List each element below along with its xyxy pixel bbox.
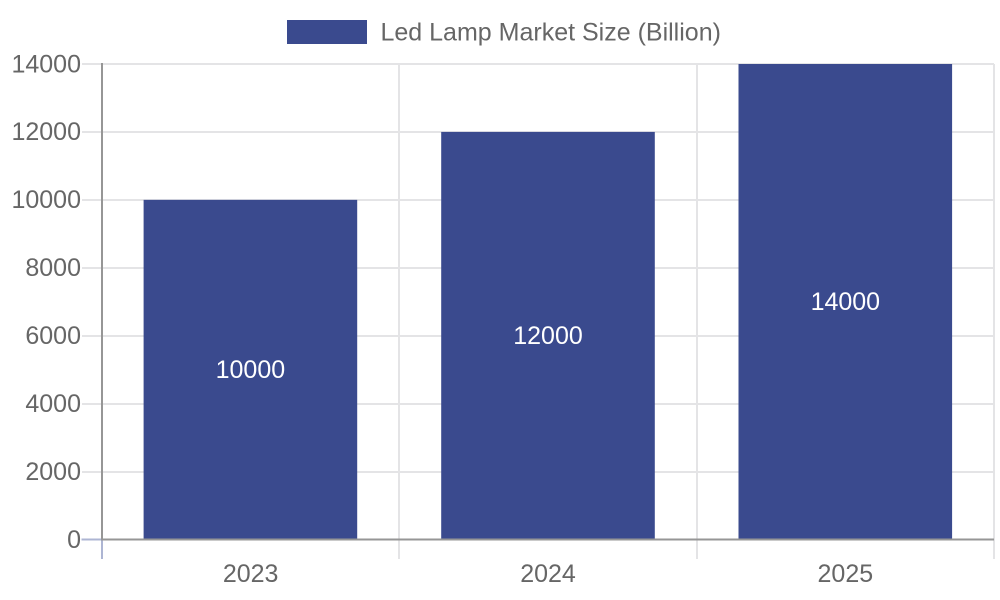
svg-text:8000: 8000 — [25, 254, 81, 282]
svg-text:12000: 12000 — [513, 322, 583, 350]
svg-text:14000: 14000 — [11, 50, 81, 78]
svg-text:2025: 2025 — [818, 560, 874, 588]
svg-text:4000: 4000 — [25, 390, 81, 418]
svg-text:10000: 10000 — [216, 356, 286, 384]
svg-text:2000: 2000 — [25, 458, 81, 486]
svg-text:10000: 10000 — [11, 186, 81, 214]
svg-text:2023: 2023 — [223, 560, 279, 588]
svg-text:12000: 12000 — [11, 118, 81, 146]
svg-text:2024: 2024 — [520, 560, 576, 588]
svg-text:0: 0 — [67, 526, 81, 554]
svg-text:Led Lamp Market Size (Billion): Led Lamp Market Size (Billion) — [381, 18, 721, 46]
svg-text:14000: 14000 — [811, 288, 881, 316]
svg-text:6000: 6000 — [25, 322, 81, 350]
